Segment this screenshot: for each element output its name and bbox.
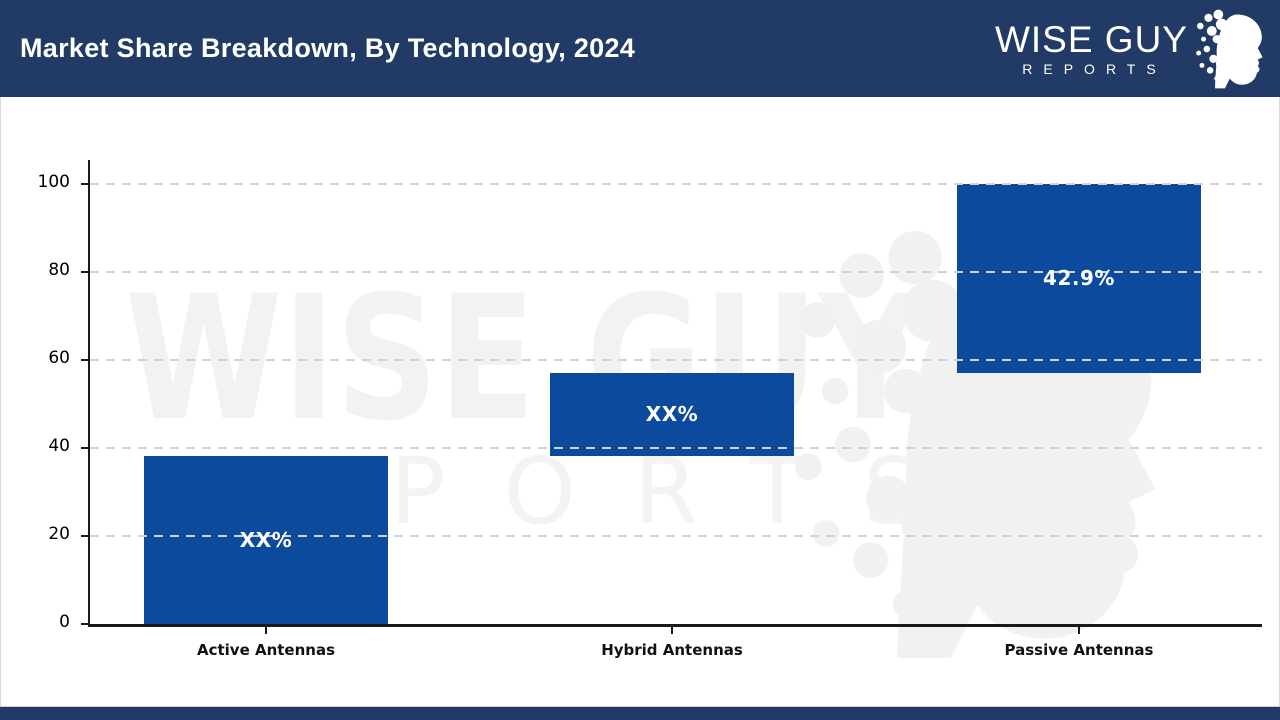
wiseguy-logo-text: WISE GUY REPORTS bbox=[995, 21, 1188, 77]
bar-value-label: XX% bbox=[239, 527, 293, 552]
logo-wiseguy-label: WISE GUY bbox=[994, 18, 1188, 60]
y-axis-tick-100: 100 bbox=[37, 172, 70, 192]
y-axis-tickmark-20 bbox=[81, 535, 88, 537]
y-axis-tickmark-60 bbox=[81, 359, 88, 361]
y-axis-tick-80: 80 bbox=[48, 260, 70, 280]
x-axis-label-active-antennas: Active Antennas bbox=[196, 641, 336, 659]
bar-value-label: 42.9% bbox=[1043, 266, 1115, 291]
y-axis-tick-40: 40 bbox=[48, 436, 70, 456]
y-axis-tickmark-40 bbox=[81, 447, 88, 449]
gridline-40 bbox=[90, 447, 1262, 449]
gridline-60 bbox=[90, 359, 1262, 361]
x-axis-tickmark-2 bbox=[671, 627, 673, 634]
y-axis-tickmark-0 bbox=[81, 623, 88, 625]
plot-area: XX% XX% 42.9% 0 20 40 60 80 100 Active Antennas Hy… bbox=[38, 160, 1262, 659]
x-axis-tickmark-3 bbox=[1078, 627, 1080, 634]
footer-bar bbox=[0, 706, 1280, 720]
gridline-100 bbox=[90, 183, 1262, 185]
y-axis-tickmark-80 bbox=[81, 271, 88, 273]
y-axis-tick-60: 60 bbox=[48, 348, 70, 368]
bar-value-label: XX% bbox=[645, 402, 699, 427]
logo-reports-label: REPORTS bbox=[1022, 60, 1167, 77]
y-axis-tick-0: 0 bbox=[59, 612, 70, 632]
x-axis-label-passive-antennas: Passive Antennas bbox=[1004, 641, 1154, 659]
x-axis-tickmark-1 bbox=[265, 627, 267, 634]
gridline-20 bbox=[90, 535, 1262, 537]
wiseguy-logo: WISE GUY REPORTS bbox=[995, 8, 1266, 90]
header-bar: Market Share Breakdown, By Technology, 2… bbox=[0, 0, 1280, 97]
wiseguy-face-icon bbox=[1196, 9, 1263, 88]
bar-active-antennas: XX% bbox=[144, 455, 388, 624]
bar-passive-antennas: 42.9% bbox=[957, 184, 1201, 373]
y-axis-tickmark-100 bbox=[81, 183, 88, 185]
y-axis-tick-20: 20 bbox=[48, 524, 70, 544]
gridline-80 bbox=[90, 271, 1262, 273]
x-axis-label-hybrid-antennas: Hybrid Antennas bbox=[601, 641, 743, 659]
bar-hybrid-antennas: XX% bbox=[550, 372, 794, 456]
page-title: Market Share Breakdown, By Technology, 2… bbox=[20, 33, 636, 63]
